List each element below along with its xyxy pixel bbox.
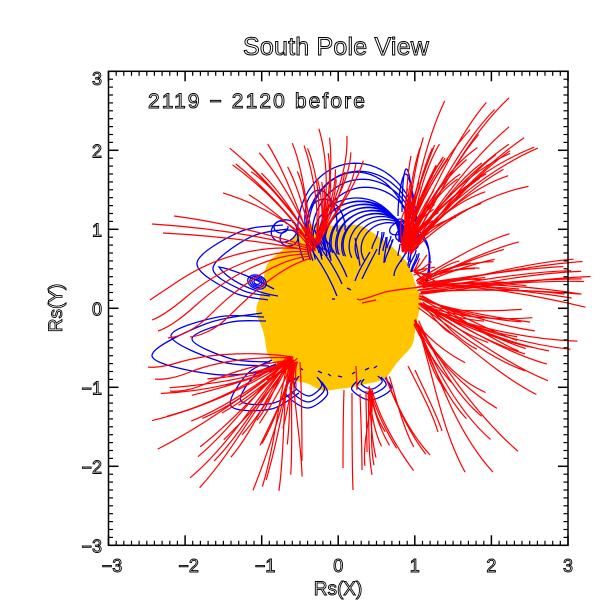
svg-text:2: 2 [486,556,496,576]
svg-text:0: 0 [92,299,102,319]
svg-text:South Pole View: South Pole View [243,33,430,61]
svg-text:−1: −1 [255,556,276,576]
svg-text:−3: −3 [102,556,123,576]
svg-text:1: 1 [92,220,102,240]
svg-text:2: 2 [92,141,102,161]
svg-text:−3: −3 [81,536,102,556]
svg-text:3: 3 [563,556,573,576]
svg-text:2119 − 2120 before: 2119 − 2120 before [148,90,367,113]
svg-text:−1: −1 [81,378,102,398]
svg-text:−2: −2 [81,457,102,477]
svg-text:−2: −2 [178,556,199,576]
svg-text:0: 0 [333,556,343,576]
svg-text:Rs(X): Rs(X) [314,579,363,600]
svg-text:1: 1 [410,556,420,576]
svg-text:Rs(Y): Rs(Y) [46,284,67,333]
svg-text:3: 3 [92,69,102,89]
